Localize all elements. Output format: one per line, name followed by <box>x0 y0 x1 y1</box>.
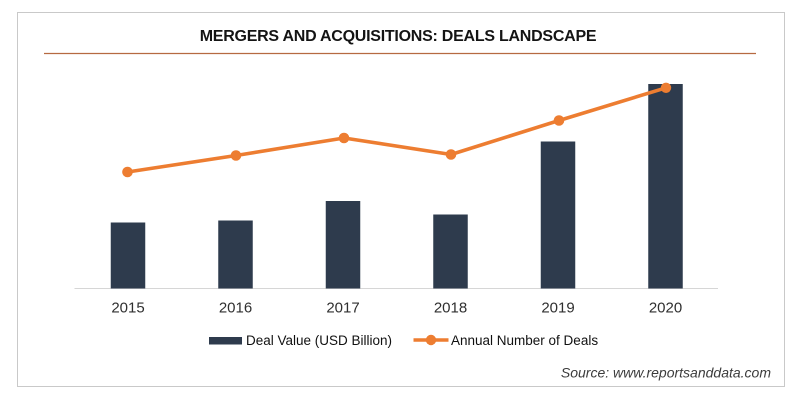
svg-text:2018: 2018 <box>434 300 467 317</box>
svg-text:Source: www.reportsanddata.com: Source: www.reportsanddata.com <box>561 365 771 381</box>
svg-text:2019: 2019 <box>541 300 574 317</box>
svg-text:Annual Number of Deals: Annual Number of Deals <box>451 333 598 348</box>
svg-text:2017: 2017 <box>326 300 359 317</box>
svg-text:Deal Value (USD Billion): Deal Value (USD Billion) <box>246 333 392 348</box>
svg-text:2015: 2015 <box>111 300 144 317</box>
svg-text:MERGERS AND ACQUISITIONS: DEAL: MERGERS AND ACQUISITIONS: DEALS LANDSCAP… <box>200 28 597 45</box>
svg-text:2020: 2020 <box>649 300 682 317</box>
svg-text:2016: 2016 <box>219 300 252 317</box>
